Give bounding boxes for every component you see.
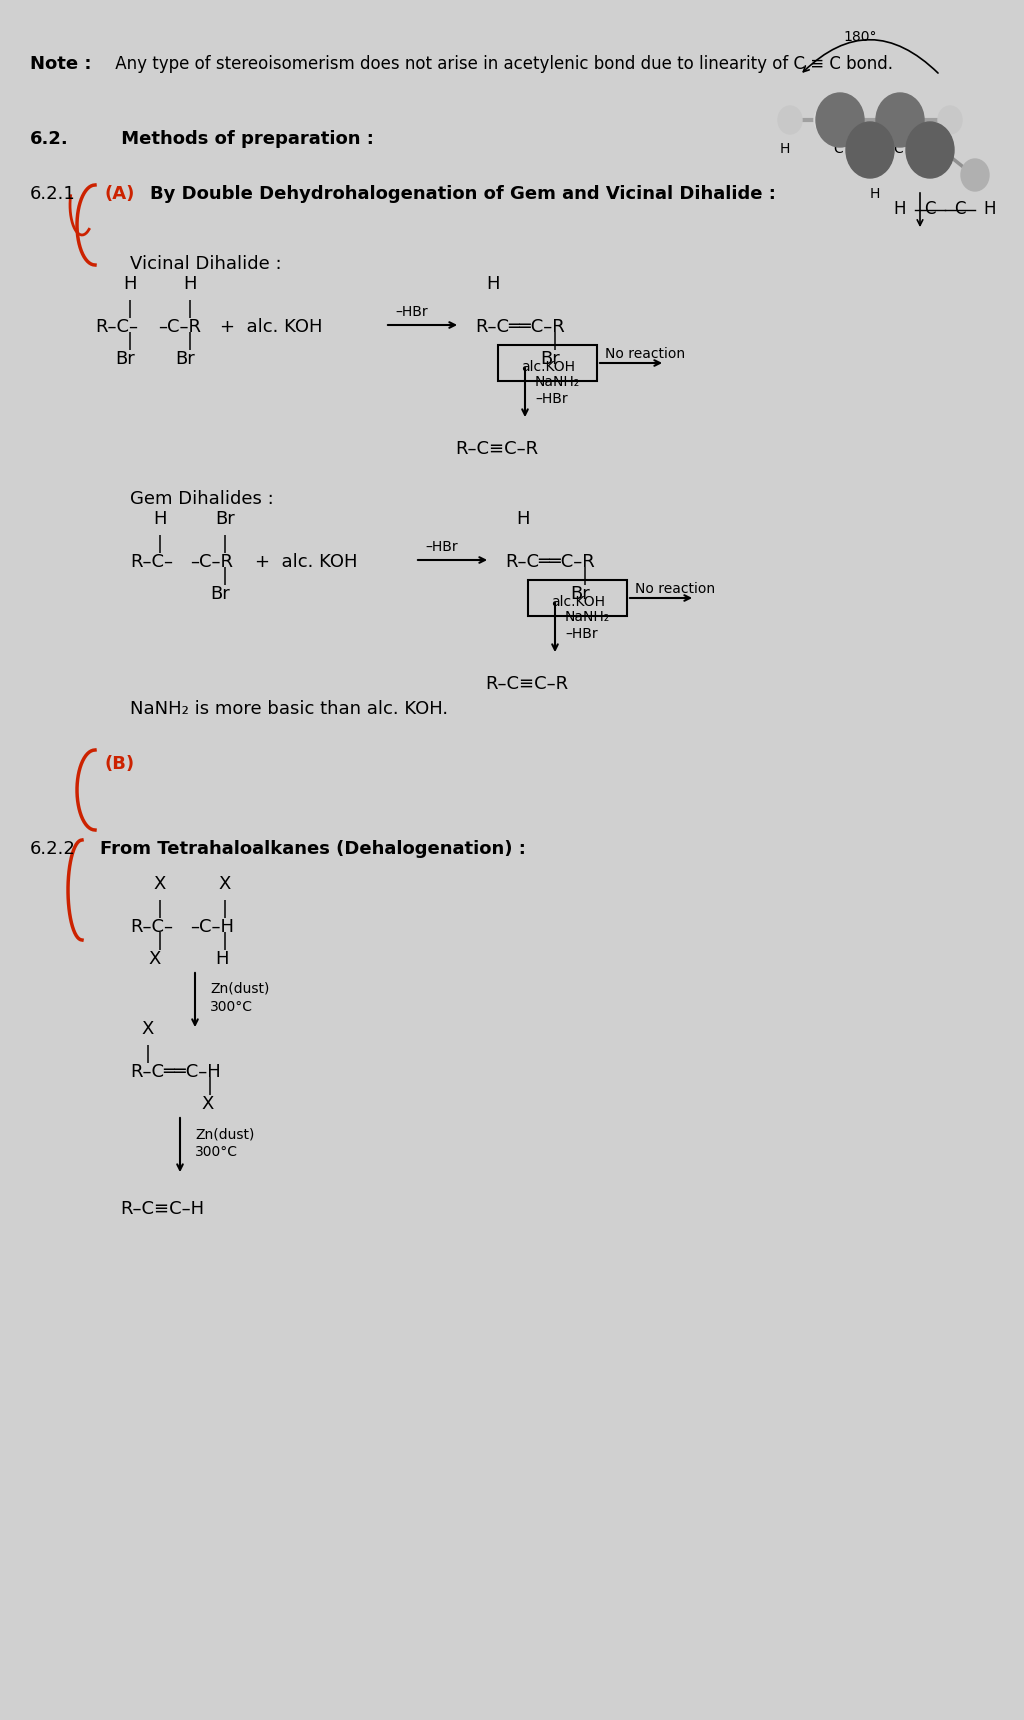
Text: Br: Br (175, 349, 195, 368)
Text: |: | (127, 332, 133, 349)
Text: –C–R: –C–R (190, 554, 233, 571)
Text: R–C≡C–R: R–C≡C–R (485, 674, 568, 693)
Text: 6.2.2: 6.2.2 (30, 839, 76, 858)
Text: |: | (145, 1046, 151, 1063)
Text: Vicinal Dihalide :: Vicinal Dihalide : (130, 255, 282, 273)
Text: C: C (925, 200, 936, 218)
Text: H: H (869, 187, 881, 201)
Text: R–C–: R–C– (130, 918, 173, 936)
Text: (A): (A) (105, 186, 135, 203)
Ellipse shape (961, 158, 989, 191)
Text: 6.2.: 6.2. (30, 131, 69, 148)
Text: X: X (141, 1020, 155, 1037)
Text: Zn(dust): Zn(dust) (195, 1127, 254, 1140)
Text: +  alc. KOH: + alc. KOH (255, 554, 357, 571)
Text: X: X (154, 875, 166, 893)
Ellipse shape (778, 107, 802, 134)
Text: |: | (187, 299, 193, 318)
Text: |: | (222, 535, 228, 554)
Text: H: H (516, 511, 529, 528)
Ellipse shape (938, 107, 962, 134)
Ellipse shape (814, 107, 836, 132)
Text: By Double Dehydrohalogenation of Gem and Vicinal Dihalide :: By Double Dehydrohalogenation of Gem and… (150, 186, 776, 203)
Text: Note :: Note : (30, 55, 91, 72)
Text: H: H (984, 200, 996, 218)
Text: |: | (222, 568, 228, 585)
Text: R–C≡C–R: R–C≡C–R (455, 440, 539, 458)
Text: H: H (123, 275, 137, 292)
Ellipse shape (876, 93, 924, 146)
Text: Gem Dihalides :: Gem Dihalides : (130, 490, 273, 507)
Text: H: H (943, 143, 953, 157)
Text: H: H (780, 143, 791, 157)
Text: |: | (127, 299, 133, 318)
Text: NaNH₂: NaNH₂ (535, 375, 581, 389)
Text: |: | (222, 932, 228, 949)
Text: Br: Br (540, 349, 560, 368)
Text: No reaction: No reaction (635, 581, 715, 597)
Text: alc.KOH: alc.KOH (551, 595, 605, 609)
Text: 300°C: 300°C (210, 999, 253, 1015)
Text: R–C–: R–C– (95, 318, 138, 335)
Text: R–C≡C–H: R–C≡C–H (120, 1201, 204, 1218)
Text: |: | (222, 900, 228, 918)
Text: (B): (B) (105, 755, 135, 772)
Text: C: C (954, 200, 966, 218)
Text: X: X (219, 875, 231, 893)
Text: +  alc. KOH: + alc. KOH (220, 318, 323, 335)
Text: Br: Br (215, 511, 234, 528)
Text: H: H (183, 275, 197, 292)
Text: |: | (157, 900, 163, 918)
Text: C: C (938, 150, 948, 163)
Text: 180°: 180° (843, 29, 877, 45)
Text: alc.KOH: alc.KOH (521, 359, 575, 373)
Text: Methods of preparation :: Methods of preparation : (90, 131, 374, 148)
Text: H: H (154, 511, 167, 528)
Text: C: C (893, 143, 903, 157)
Text: H: H (215, 949, 228, 968)
Text: 300°C: 300°C (195, 1146, 238, 1159)
Text: R–C══C–R: R–C══C–R (475, 318, 565, 335)
Text: –HBr: –HBr (565, 628, 598, 642)
Text: C: C (834, 143, 843, 157)
Text: Br: Br (115, 349, 135, 368)
Text: From Tetrahaloalkanes (Dehalogenation) :: From Tetrahaloalkanes (Dehalogenation) : (100, 839, 526, 858)
Text: Zn(dust): Zn(dust) (210, 982, 269, 996)
Text: H: H (486, 275, 500, 292)
Ellipse shape (846, 122, 894, 177)
Text: R–C–: R–C– (130, 554, 173, 571)
Text: NaNH₂: NaNH₂ (565, 611, 610, 624)
Ellipse shape (906, 122, 954, 177)
Text: 6.2.1: 6.2.1 (30, 186, 76, 203)
Text: X: X (202, 1096, 214, 1113)
Text: –C–H: –C–H (190, 918, 234, 936)
Text: Any type of stereoisomerism does not arise in acetylenic bond due to linearity o: Any type of stereoisomerism does not ari… (110, 55, 893, 72)
Text: –C–R: –C–R (158, 318, 201, 335)
Text: |: | (157, 535, 163, 554)
Text: –HBr: –HBr (395, 304, 428, 318)
Ellipse shape (816, 93, 864, 146)
Text: X: X (148, 949, 161, 968)
Text: R–C══C–R: R–C══C–R (505, 554, 595, 571)
Text: NaNH₂ is more basic than alc. KOH.: NaNH₂ is more basic than alc. KOH. (130, 700, 449, 717)
Text: |: | (552, 332, 558, 349)
Text: H: H (894, 200, 906, 218)
Text: |: | (582, 568, 588, 585)
Text: |: | (207, 1077, 213, 1096)
Text: –HBr: –HBr (425, 540, 458, 554)
Text: Br: Br (570, 585, 590, 604)
Text: –HBr: –HBr (535, 392, 567, 406)
Text: Br: Br (210, 585, 229, 604)
Text: R–C══C–H: R–C══C–H (130, 1063, 221, 1080)
Text: |: | (157, 932, 163, 949)
Text: No reaction: No reaction (605, 347, 685, 361)
Text: |: | (187, 332, 193, 349)
